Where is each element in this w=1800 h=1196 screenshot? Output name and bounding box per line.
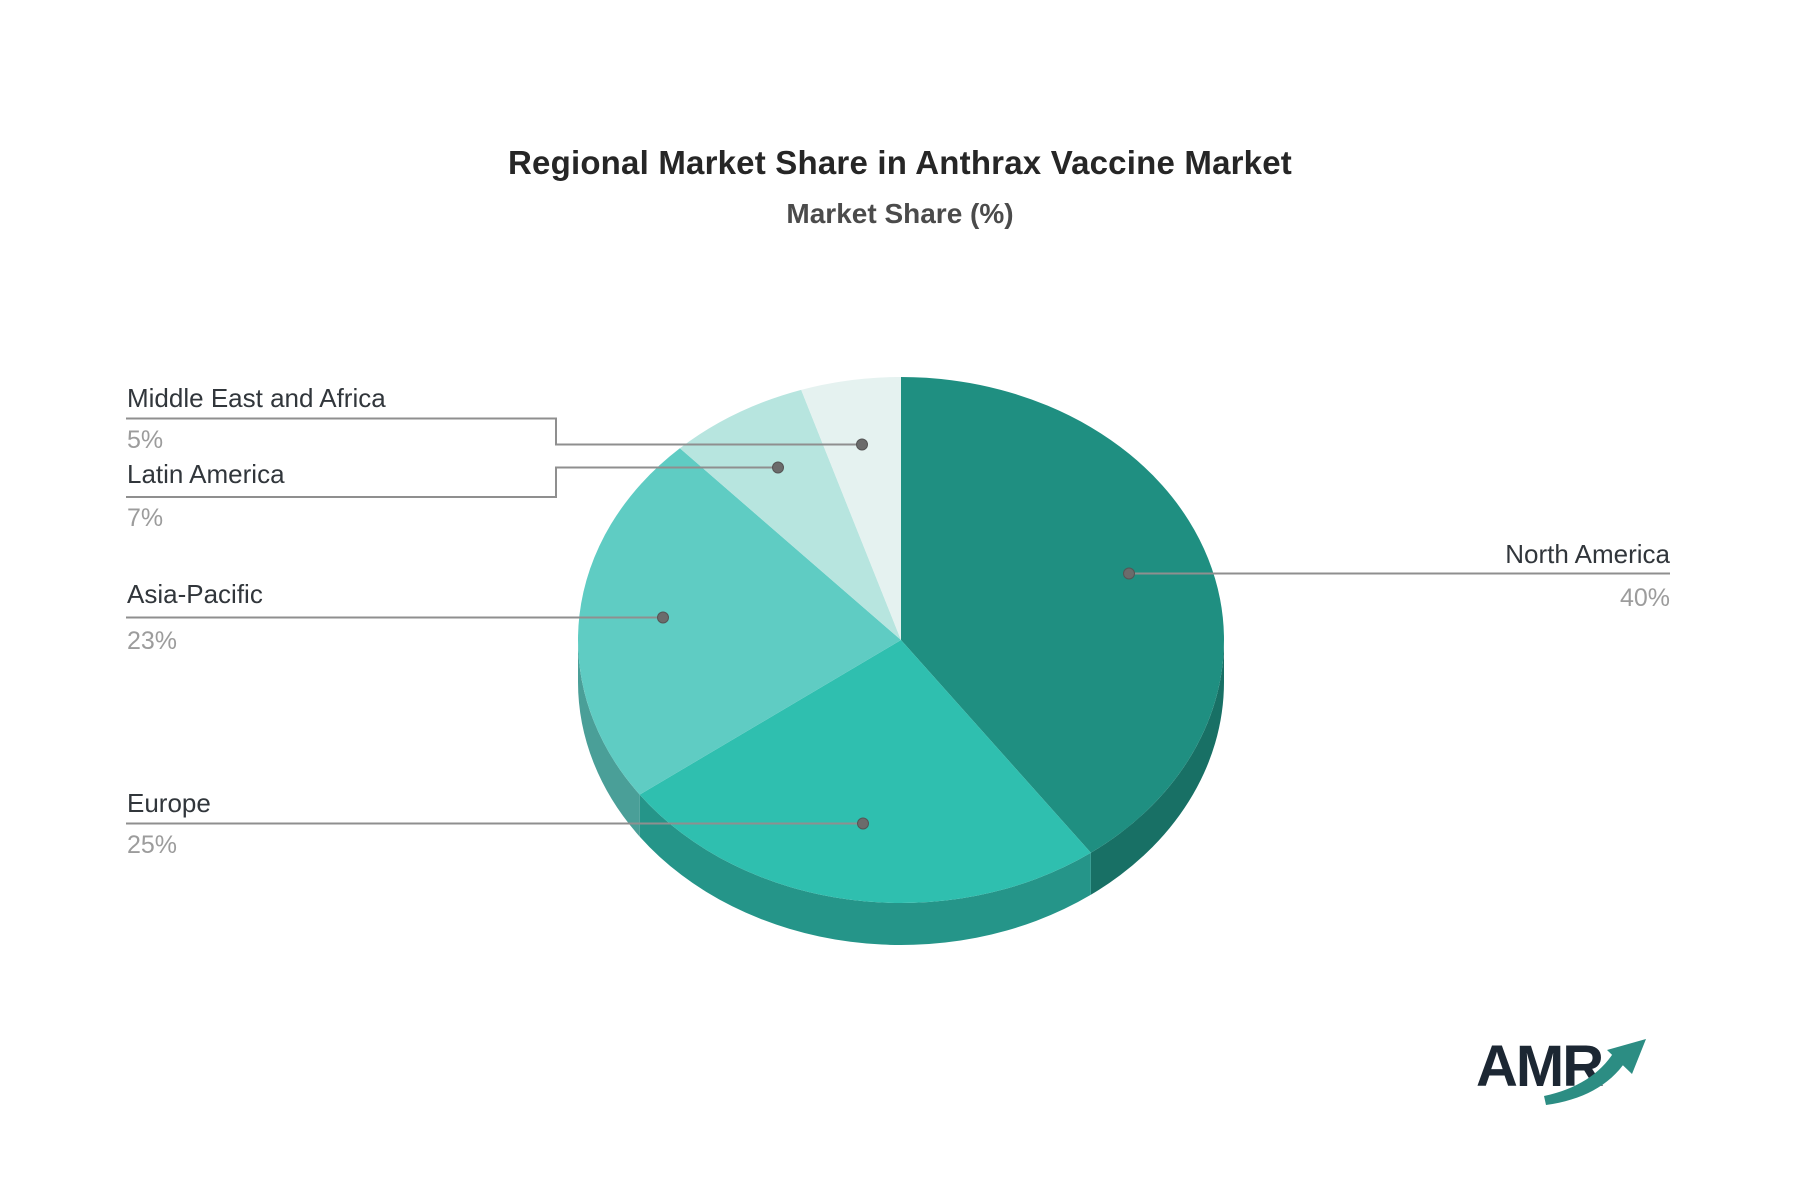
growth-arrow-icon — [1544, 1039, 1646, 1105]
label-europe: Europe — [127, 788, 211, 818]
value-latin-america: 7% — [127, 504, 164, 532]
value-asia-pacific: 23% — [127, 627, 178, 655]
anchor-dot-europe — [857, 817, 869, 830]
rim-north-america — [1090, 640, 1224, 895]
chart-subtitle: Market Share (%) — [786, 198, 1014, 229]
chart-title: Regional Market Share in Anthrax Vaccine… — [508, 144, 1292, 181]
amr-logo: AMR — [1476, 1030, 1691, 1120]
value-north-america: 40% — [1619, 584, 1670, 612]
anchor-dot-north-america — [1123, 567, 1135, 580]
label-north-america: North America — [1505, 539, 1670, 569]
slice-asia-pacific[interactable] — [578, 448, 901, 795]
connector-middle-east-and-africa — [126, 417, 862, 446]
value-middle-east-and-africa: 5% — [127, 426, 164, 454]
slice-latin-america[interactable] — [679, 389, 901, 640]
slice-north-america[interactable] — [901, 377, 1224, 853]
value-europe: 25% — [127, 831, 178, 859]
rim-asia-pacific — [578, 640, 640, 837]
slice-middle-east-and-africa[interactable] — [801, 377, 901, 640]
anchor-dot-latin-america — [772, 461, 784, 474]
label-middle-east-and-africa: Middle East and Africa — [127, 383, 386, 413]
rim-europe — [639, 794, 1091, 945]
label-latin-america: Latin America — [127, 459, 285, 489]
anchor-dot-asia-pacific — [657, 611, 669, 624]
slice-europe[interactable] — [639, 640, 1091, 903]
label-asia-pacific: Asia-Pacific — [127, 579, 263, 609]
connector-latin-america — [126, 466, 778, 498]
anchor-dot-middle-east-and-africa — [856, 438, 868, 451]
